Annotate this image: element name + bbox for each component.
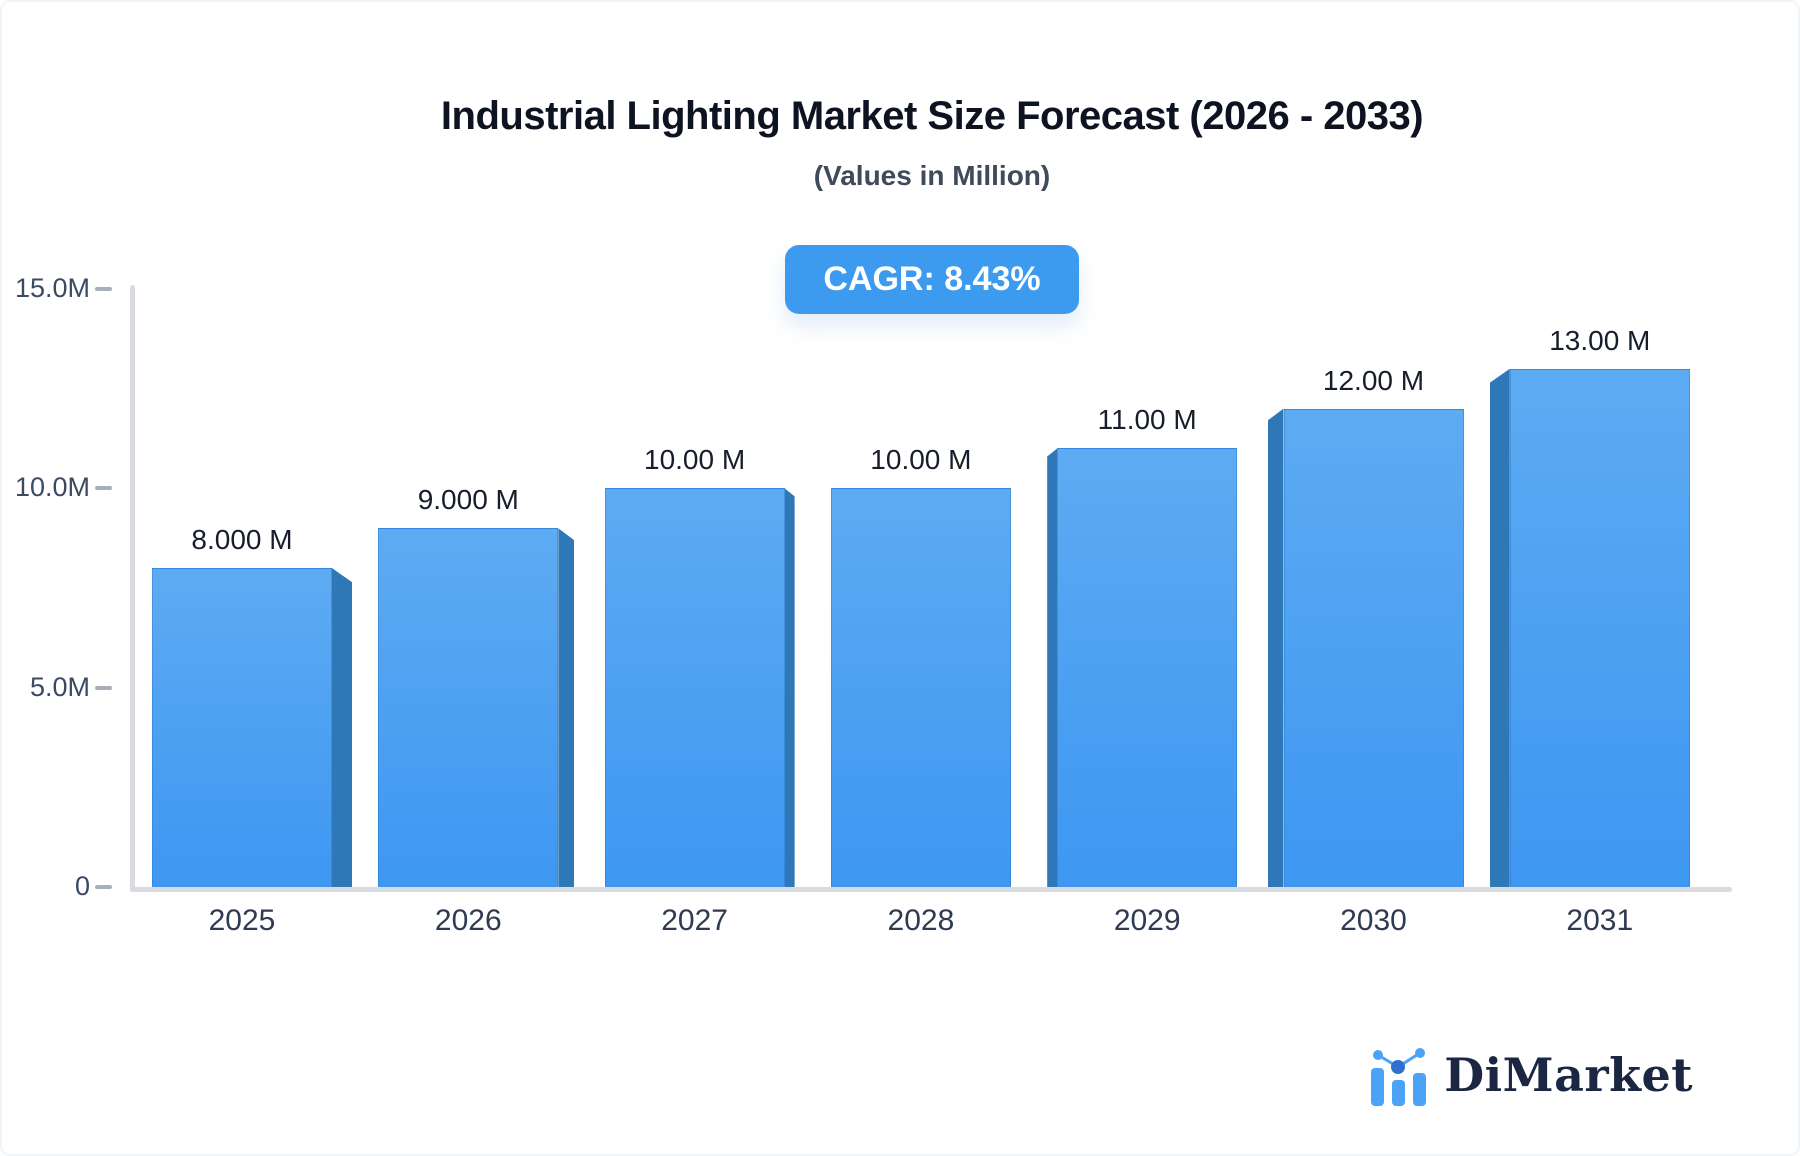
- dimarket-logo: DiMarket: [1368, 1044, 1693, 1106]
- x-tick-label-2025: 2025: [208, 904, 276, 937]
- bar-2031[interactable]: [1509, 368, 1690, 887]
- y-tick-mark: [95, 486, 112, 491]
- y-tick-mark: [95, 885, 112, 889]
- bar-value-label-2029: 11.00 M: [1097, 404, 1197, 436]
- bar-value-label-2030: 12.00 M: [1322, 364, 1425, 396]
- bar-value-label-2028: 10.00 M: [870, 444, 972, 476]
- bar-2026[interactable]: [378, 528, 559, 887]
- x-axis-line: [130, 887, 1732, 892]
- cagr-badge-row: CAGR: 8.43%: [132, 245, 1732, 314]
- bar-2030-side-face: [1267, 408, 1284, 887]
- x-tick-label-2031: 2031: [1566, 904, 1634, 937]
- cagr-badge: CAGR: 8.43%: [785, 245, 1079, 314]
- y-tick-label: 10.0M: [14, 472, 90, 503]
- bar-2029[interactable]: [1057, 448, 1238, 887]
- bar-2027-side-face: [784, 488, 795, 887]
- bar-2030[interactable]: [1283, 408, 1464, 887]
- x-tick-label-2030: 2030: [1340, 904, 1407, 937]
- y-tick-label: 0: [74, 871, 90, 901]
- bar-value-label-2026: 9.000 M: [417, 484, 519, 516]
- bar-2025-side-face: [332, 568, 352, 887]
- bar-2025[interactable]: [152, 568, 332, 887]
- bar-2026-side-face: [558, 528, 575, 887]
- y-axis-line: [130, 285, 135, 892]
- x-tick-label-2029: 2029: [1113, 904, 1181, 937]
- bar-2029-side-face: [1047, 448, 1058, 887]
- x-tick-label-2028: 2028: [887, 904, 955, 937]
- y-tick-mark: [95, 685, 112, 690]
- bar-2028[interactable]: [830, 488, 1011, 887]
- y-tick-mark: [95, 287, 112, 291]
- mini-bar-chart-icon: [1371, 1048, 1427, 1106]
- bar-2031-side-face: [1489, 368, 1510, 887]
- bar-2027[interactable]: [604, 488, 785, 887]
- page-title: Industrial Lighting Market Size Forecast…: [440, 94, 1424, 138]
- bar-value-label-2027: 10.00 M: [644, 444, 746, 476]
- y-tick-label: 15.0M: [14, 273, 90, 303]
- dimarket-logo-text: DiMarket: [1444, 1048, 1693, 1102]
- y-tick-label: 5.0M: [29, 671, 90, 702]
- bar-value-label-2025: 8.000 M: [191, 524, 293, 556]
- x-tick-label-2027: 2027: [661, 904, 728, 937]
- bar-value-label-2031: 13.00 M: [1549, 324, 1651, 356]
- chart-subtitle: (Values in Million): [813, 160, 1051, 191]
- x-tick-label-2026: 2026: [434, 904, 502, 937]
